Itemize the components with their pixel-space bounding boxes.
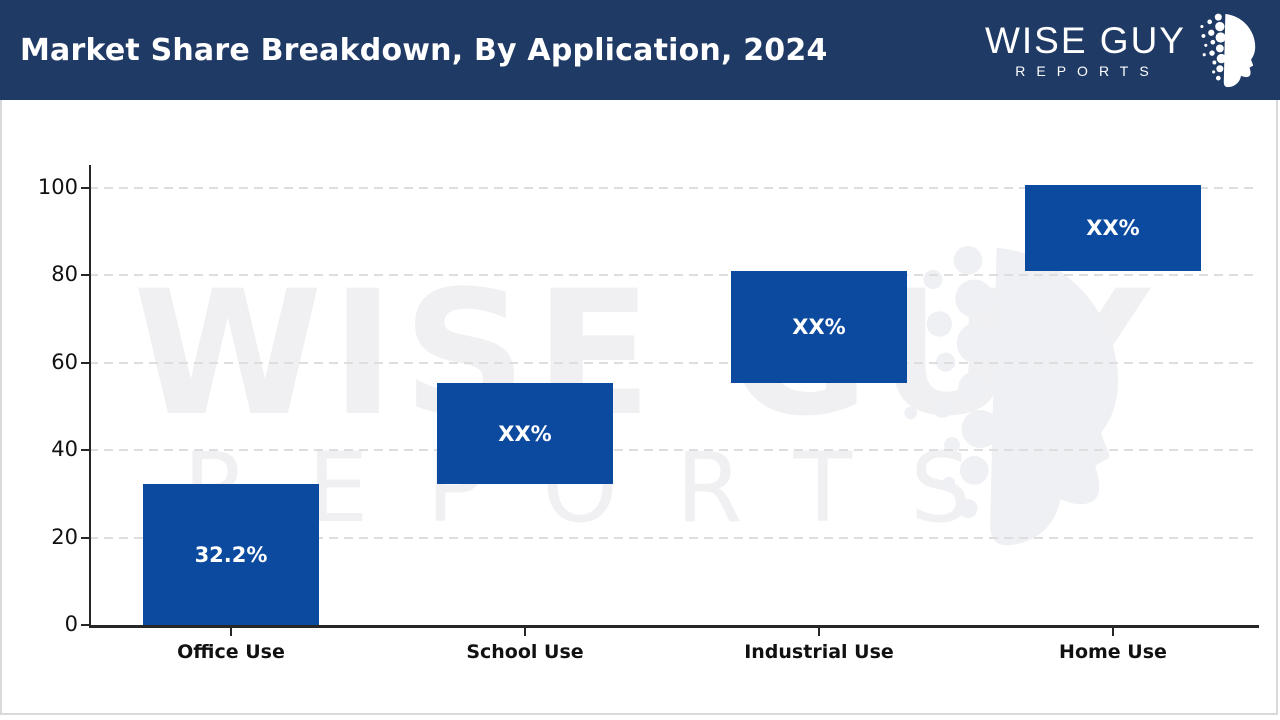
- y-tick-label-0: 0: [64, 612, 78, 636]
- y-tick-label-100: 100: [37, 174, 78, 199]
- bar-value-label-industrial-use: XX%: [792, 314, 846, 339]
- y-tick-label-60: 60: [51, 349, 78, 374]
- gridline-y-80: [89, 274, 1259, 276]
- x-tick-label-office-use: Office Use: [177, 641, 285, 663]
- wiseguy-logo: WISE GUY REPORTS: [985, 0, 1266, 100]
- y-tickmark-100: [81, 186, 89, 189]
- bar-home-use: XX%: [1025, 185, 1201, 271]
- y-tick-label-80: 80: [51, 262, 78, 286]
- y-tickmark-80: [81, 274, 89, 276]
- gridline-y-100: [89, 186, 1259, 189]
- wiseguy-head-icon: [1180, 4, 1266, 96]
- y-tickmark-20: [81, 536, 89, 539]
- header-bar: Market Share Breakdown, By Application, …: [0, 0, 1280, 100]
- y-tickmark-0: [81, 624, 89, 626]
- logo-wordmark: WISE GUY: [984, 19, 1186, 61]
- wiseguy-logo-text: WISE GUY REPORTS: [985, 22, 1186, 79]
- x-tick-label-industrial-use: Industrial Use: [744, 641, 894, 663]
- bar-value-label-school-use: XX%: [498, 421, 552, 446]
- page-title: Market Share Breakdown, By Application, …: [20, 32, 828, 68]
- gridline-y-60: [89, 361, 1259, 364]
- y-tickmark-60: [81, 361, 89, 364]
- bar-value-label-office-use: 32.2%: [194, 542, 268, 567]
- logo-subtitle: REPORTS: [1015, 62, 1160, 79]
- gridline-y-20: [89, 536, 1259, 539]
- x-tickmark-home-use: [1112, 628, 1114, 636]
- y-tick-label-20: 20: [51, 524, 78, 549]
- bar-office-use: 32.2%: [143, 484, 319, 625]
- x-tick-label-school-use: School Use: [466, 641, 584, 663]
- x-tickmark-school-use: [524, 628, 526, 636]
- x-tickmark-office-use: [230, 628, 232, 636]
- y-axis-line: [89, 165, 91, 627]
- bar-industrial-use: XX%: [731, 270, 907, 384]
- bar-school-use: XX%: [437, 383, 613, 485]
- gridline-y-40: [89, 449, 1259, 451]
- x-tick-label-home-use: Home Use: [1059, 641, 1167, 663]
- y-tick-label-40: 40: [51, 437, 78, 461]
- y-tickmark-40: [81, 449, 89, 451]
- x-axis-line: [89, 625, 1259, 628]
- bar-value-label-home-use: XX%: [1086, 215, 1140, 240]
- x-tickmark-industrial-use: [818, 628, 820, 636]
